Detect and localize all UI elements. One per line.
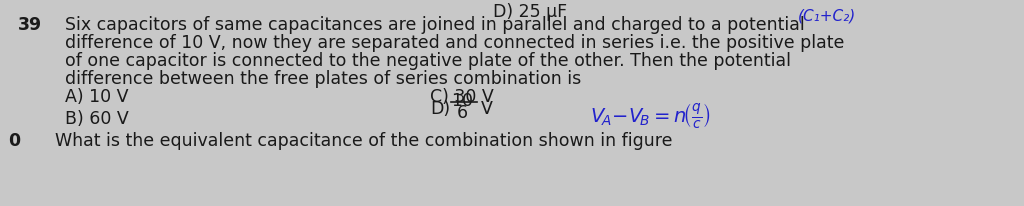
Text: 10: 10 xyxy=(451,92,473,110)
Text: Six capacitors of same capacitances are joined in parallel and charged to a pote: Six capacitors of same capacitances are … xyxy=(65,16,805,34)
Text: of one capacitor is connected to the negative plate of the other. Then the poten: of one capacitor is connected to the neg… xyxy=(65,52,791,70)
Text: D): D) xyxy=(430,100,451,118)
Text: C) 30 V: C) 30 V xyxy=(430,88,494,106)
Text: difference of 10 V, now they are separated and connected in series i.e. the posi: difference of 10 V, now they are separat… xyxy=(65,34,845,52)
Text: 39: 39 xyxy=(18,16,42,34)
Text: 6: 6 xyxy=(457,104,468,122)
Text: What is the equivalent capacitance of the combination shown in figure: What is the equivalent capacitance of th… xyxy=(55,132,673,150)
Text: 0: 0 xyxy=(8,132,20,150)
Text: difference between the free plates of series combination is: difference between the free plates of se… xyxy=(65,70,582,88)
Text: D) 25 μF: D) 25 μF xyxy=(493,3,567,21)
Text: A) 10 V: A) 10 V xyxy=(65,88,128,106)
Text: (C₁+C₂): (C₁+C₂) xyxy=(798,8,856,23)
Text: V: V xyxy=(481,100,493,118)
Text: $V_{\!A}\!-\!V_{\!B} = n\!\left(\frac{q}{c}\right)$: $V_{\!A}\!-\!V_{\!B} = n\!\left(\frac{q}… xyxy=(590,101,711,130)
Text: B) 60 V: B) 60 V xyxy=(65,110,129,128)
